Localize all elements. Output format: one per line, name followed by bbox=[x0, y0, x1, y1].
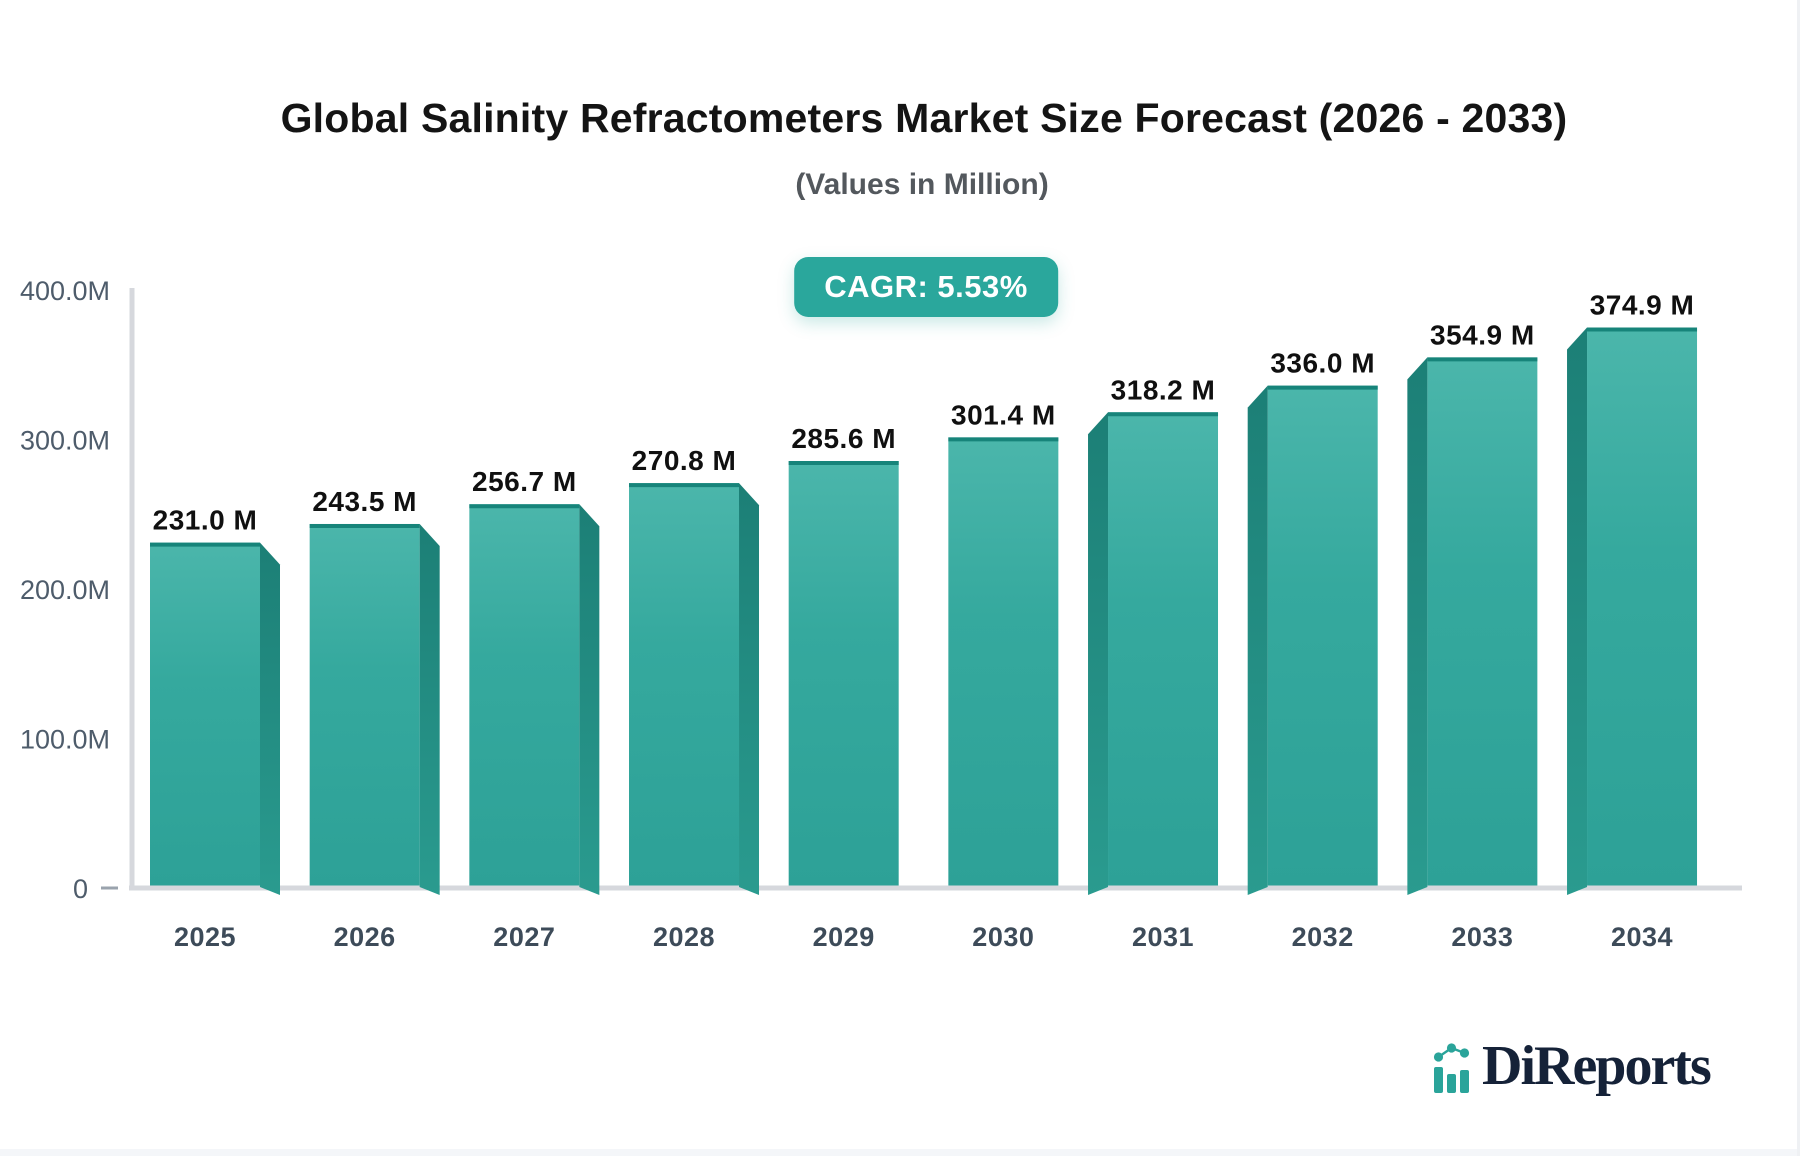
bar-2025 bbox=[150, 542, 260, 886]
x-tick-label: 2032 bbox=[1292, 922, 1354, 952]
bar-value-label: 336.0 M bbox=[1270, 348, 1375, 379]
y-tick-label: 400.0M bbox=[20, 276, 110, 306]
bar-depth-2025 bbox=[260, 542, 280, 895]
bar-2029 bbox=[788, 461, 899, 886]
bar-chart-logo-icon bbox=[1433, 1043, 1470, 1093]
chart-subtitle: (Values in Million) bbox=[795, 168, 1049, 201]
bottom-edge-strip bbox=[0, 1149, 1800, 1156]
bar-2030 bbox=[948, 437, 1059, 886]
x-tick-label: 2033 bbox=[1451, 922, 1513, 952]
bar-value-label: 301.4 M bbox=[951, 399, 1056, 430]
bar-depth-2033 bbox=[1407, 357, 1428, 895]
chart-title: Global Salinity Refractometers Market Si… bbox=[280, 95, 1568, 141]
y-tick-label: 0 bbox=[73, 874, 88, 904]
bar-2027 bbox=[469, 504, 580, 886]
direports-logo: DiReports bbox=[1433, 1035, 1712, 1097]
bar-2026 bbox=[309, 523, 420, 886]
y-tick-label: 300.0M bbox=[20, 426, 110, 456]
bar-value-label: 318.2 M bbox=[1111, 374, 1216, 405]
bar-value-label: 354.9 M bbox=[1430, 319, 1535, 350]
right-edge-strip bbox=[1797, 0, 1800, 1156]
x-tick-label: 2031 bbox=[1132, 922, 1194, 952]
bar-2031 bbox=[1108, 412, 1219, 886]
x-tick-label: 2025 bbox=[174, 922, 236, 952]
logo-text: DiReports bbox=[1482, 1035, 1712, 1097]
bar-value-label: 256.7 M bbox=[472, 466, 577, 497]
cagr-badge: CAGR: 5.53% bbox=[794, 257, 1058, 317]
bar-depth-2026 bbox=[419, 523, 440, 895]
x-tick-label: 2029 bbox=[813, 922, 875, 952]
bar-depth-2034 bbox=[1567, 327, 1588, 895]
bar-depth-2028 bbox=[739, 483, 760, 895]
y-tick-label: 100.0M bbox=[20, 725, 110, 755]
bar-value-label: 270.8 M bbox=[632, 445, 737, 476]
bar-2033 bbox=[1427, 357, 1538, 886]
bar-value-label: 231.0 M bbox=[153, 505, 258, 536]
x-tick-label: 2030 bbox=[972, 922, 1034, 952]
bar-depth-2032 bbox=[1247, 385, 1268, 895]
x-tick-label: 2028 bbox=[653, 922, 715, 952]
bar-value-label: 285.6 M bbox=[791, 423, 896, 454]
bar-value-label: 243.5 M bbox=[312, 486, 417, 517]
x-tick-label: 2034 bbox=[1611, 922, 1673, 952]
bar-2034 bbox=[1587, 327, 1698, 886]
bar-2028 bbox=[629, 483, 740, 886]
bar-2032 bbox=[1267, 385, 1378, 886]
x-tick-label: 2027 bbox=[493, 922, 555, 952]
bar-depth-2027 bbox=[579, 504, 600, 895]
bar-value-label: 374.9 M bbox=[1590, 290, 1695, 321]
y-tick-label: 200.0M bbox=[20, 575, 110, 605]
x-tick-label: 2026 bbox=[334, 922, 396, 952]
bar-depth-2031 bbox=[1088, 412, 1109, 895]
